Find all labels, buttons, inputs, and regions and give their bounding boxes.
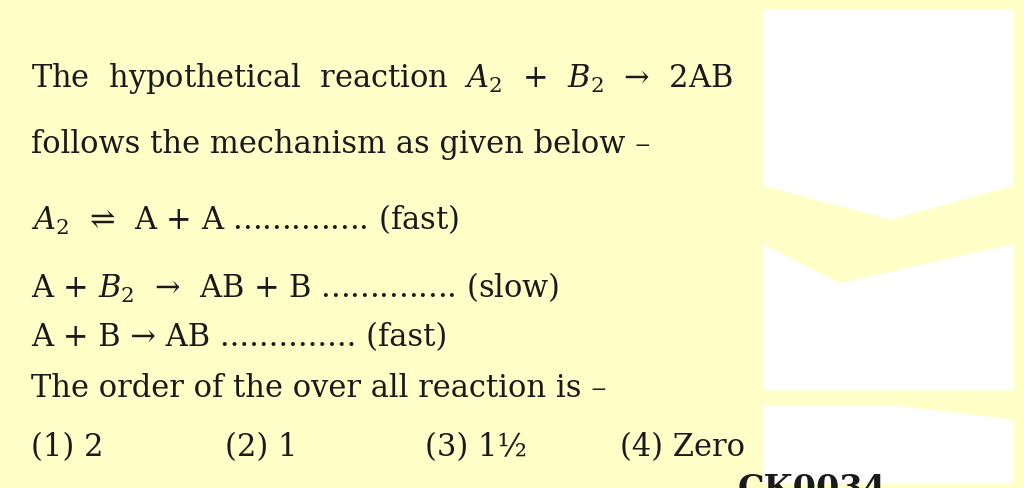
Text: (3) 1½: (3) 1½: [425, 432, 527, 463]
Text: CK0034: CK0034: [737, 473, 886, 488]
Polygon shape: [763, 405, 1014, 483]
Polygon shape: [763, 244, 1014, 390]
Text: (1) 2: (1) 2: [31, 432, 103, 463]
Text: follows the mechanism as given below –: follows the mechanism as given below –: [31, 129, 650, 161]
Text: A + $B_2$  →  AB + B .............. (slow): A + $B_2$ → AB + B .............. (slow): [31, 271, 559, 305]
Polygon shape: [763, 10, 1014, 220]
Text: A + B → AB .............. (fast): A + B → AB .............. (fast): [31, 322, 446, 353]
Text: (4) Zero: (4) Zero: [620, 432, 744, 463]
Text: $A_2$  ⇌  A + A .............. (fast): $A_2$ ⇌ A + A .............. (fast): [31, 203, 459, 237]
Text: (2) 1: (2) 1: [225, 432, 298, 463]
Text: The  hypothetical  reaction  $A_2$  +  $B_2$  →  2AB: The hypothetical reaction $A_2$ + $B_2$ …: [31, 61, 732, 96]
Text: The order of the over all reaction is –: The order of the over all reaction is –: [31, 373, 606, 405]
